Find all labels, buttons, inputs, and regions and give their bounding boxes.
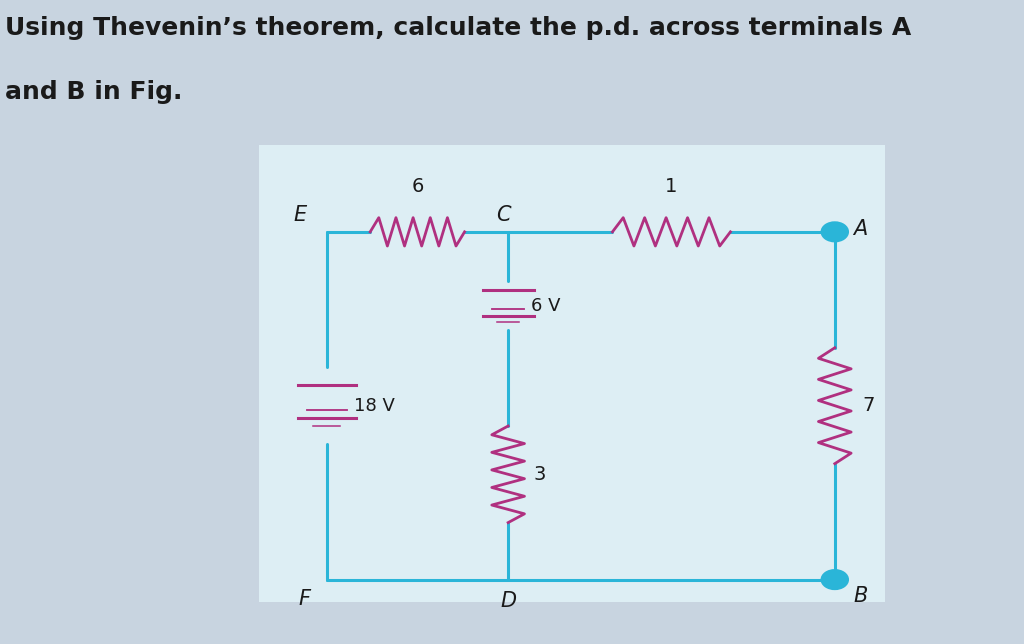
Text: 6: 6 — [412, 177, 424, 196]
FancyBboxPatch shape — [259, 145, 885, 602]
Text: A: A — [853, 218, 867, 239]
Text: and B in Fig.: and B in Fig. — [4, 80, 182, 104]
Circle shape — [822, 223, 848, 241]
Circle shape — [822, 571, 848, 589]
Text: C: C — [497, 205, 511, 225]
Text: 3: 3 — [534, 465, 546, 484]
Text: E: E — [294, 205, 307, 225]
Text: Using Thevenin’s theorem, calculate the p.d. across terminals A: Using Thevenin’s theorem, calculate the … — [4, 16, 910, 40]
Text: D: D — [500, 591, 516, 611]
Text: 6 V: 6 V — [530, 297, 560, 315]
Text: 18 V: 18 V — [354, 397, 395, 415]
Text: 7: 7 — [862, 396, 874, 415]
Text: F: F — [298, 589, 310, 609]
Text: 1: 1 — [666, 177, 678, 196]
Text: B: B — [853, 586, 867, 606]
